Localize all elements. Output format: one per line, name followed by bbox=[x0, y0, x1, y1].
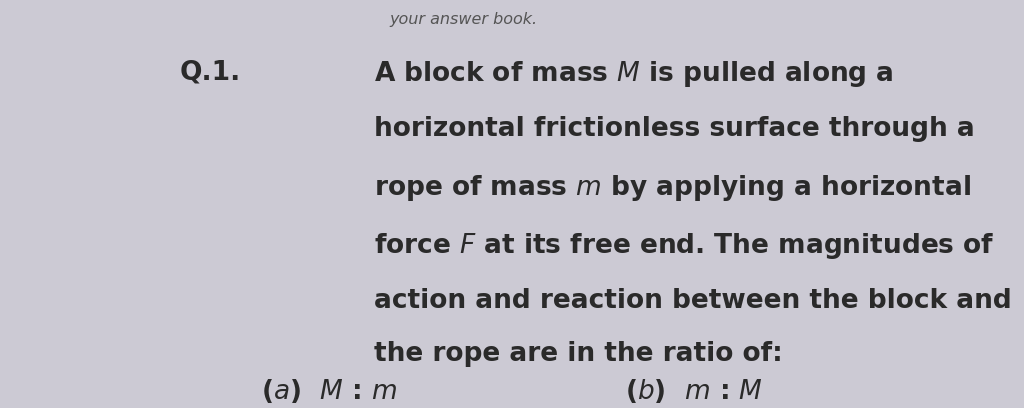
Text: Q.1.: Q.1. bbox=[179, 59, 241, 85]
Text: action and reaction between the block and: action and reaction between the block an… bbox=[374, 288, 1012, 314]
Text: A block of mass $\mathit{M}$ is pulled along a: A block of mass $\mathit{M}$ is pulled a… bbox=[374, 59, 894, 89]
Text: the rope are in the ratio of:: the rope are in the ratio of: bbox=[374, 341, 782, 367]
Text: your answer book.: your answer book. bbox=[389, 12, 538, 27]
Text: rope of mass $\mathit{m}$ by applying a horizontal: rope of mass $\mathit{m}$ by applying a … bbox=[374, 173, 971, 204]
Text: ($\mathit{b}$)  $\mathit{m}$ : $\mathit{M}$: ($\mathit{b}$) $\mathit{m}$ : $\mathit{M… bbox=[625, 377, 763, 406]
Text: horizontal frictionless surface through a: horizontal frictionless surface through … bbox=[374, 116, 975, 142]
Text: force $\mathit{F}$ at its free end. The magnitudes of: force $\mathit{F}$ at its free end. The … bbox=[374, 231, 994, 261]
Text: ($\mathit{a}$)  $\mathit{M}$ : $\mathit{m}$: ($\mathit{a}$) $\mathit{M}$ : $\mathit{m… bbox=[261, 377, 397, 406]
